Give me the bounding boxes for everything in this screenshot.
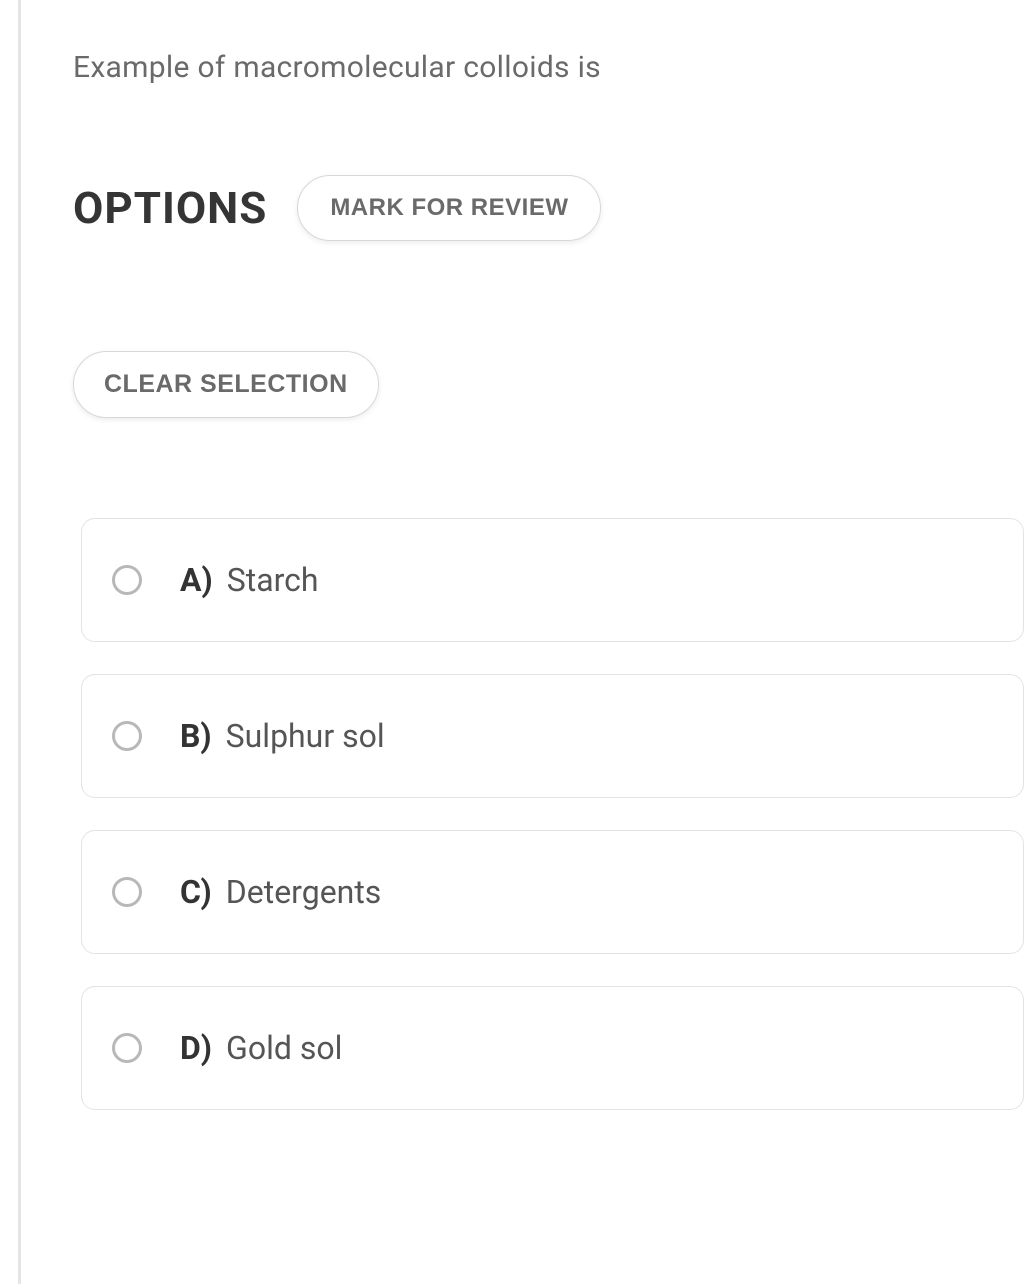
option-letter: B) [180, 717, 212, 755]
option-text: Gold sol [226, 1029, 342, 1067]
clear-selection-button[interactable]: CLEAR SELECTION [73, 351, 379, 418]
option-b[interactable]: B) Sulphur sol [81, 674, 1024, 798]
option-text: Sulphur sol [226, 717, 385, 755]
option-label: A) Starch [180, 561, 319, 599]
option-label: C) Detergents [180, 873, 381, 911]
option-letter: D) [180, 1029, 212, 1067]
option-letter: A) [180, 561, 213, 599]
option-letter: C) [180, 873, 212, 911]
radio-icon [112, 565, 142, 595]
option-d[interactable]: D) Gold sol [81, 986, 1024, 1110]
options-heading: OPTIONS [73, 182, 267, 234]
option-label: D) Gold sol [180, 1029, 342, 1067]
radio-icon [112, 721, 142, 751]
option-a[interactable]: A) Starch [81, 518, 1024, 642]
option-text: Detergents [226, 873, 382, 911]
radio-icon [112, 1033, 142, 1063]
option-label: B) Sulphur sol [180, 717, 385, 755]
option-text: Starch [227, 561, 319, 599]
question-text: Example of macromolecular colloids is [73, 50, 1024, 85]
radio-icon [112, 877, 142, 907]
mark-for-review-button[interactable]: MARK FOR REVIEW [297, 175, 601, 241]
option-c[interactable]: C) Detergents [81, 830, 1024, 954]
options-header-row: OPTIONS MARK FOR REVIEW [73, 175, 1024, 241]
clear-selection-row: CLEAR SELECTION [73, 351, 1024, 418]
quiz-container: Example of macromolecular colloids is OP… [18, 0, 1024, 1284]
